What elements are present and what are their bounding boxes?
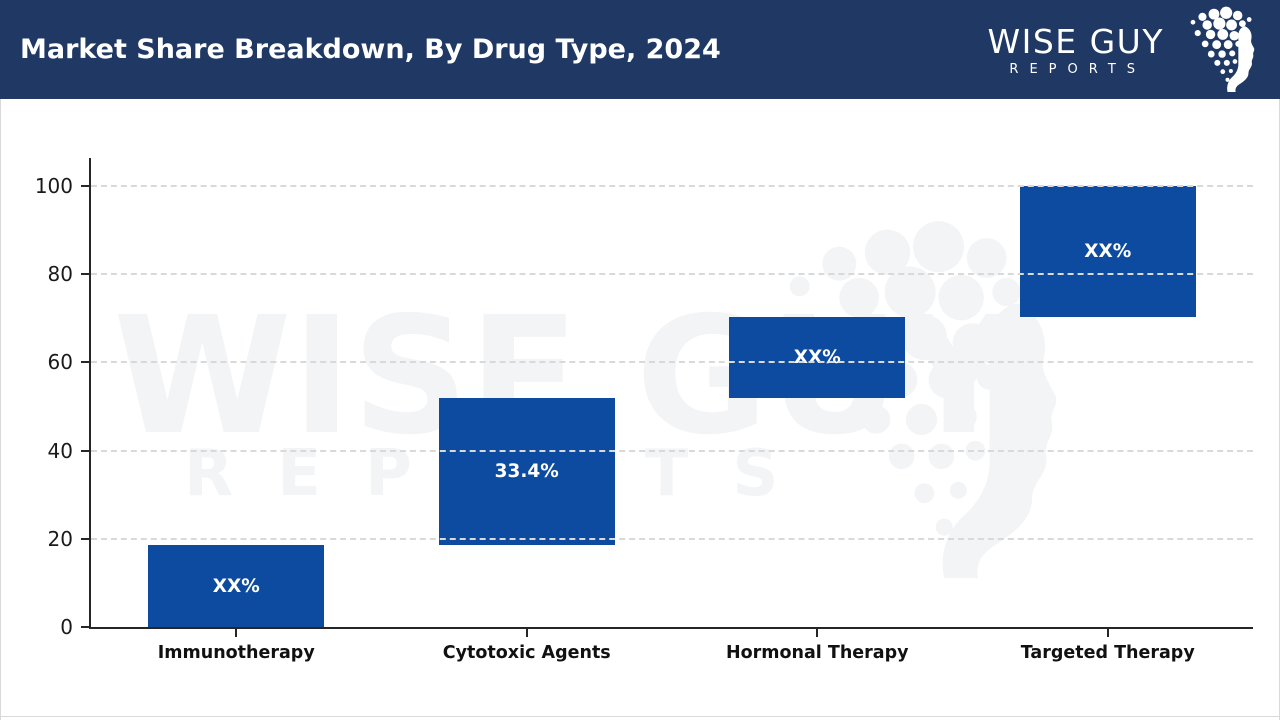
- y-tick-label: 40: [47, 438, 73, 463]
- bar-value-label: 33.4%: [494, 460, 559, 482]
- y-gridline: [91, 361, 1253, 364]
- x-axis-label: Cytotoxic Agents: [442, 643, 611, 663]
- bar: 33.4%: [438, 397, 615, 545]
- plot-area: 0 20 40 60 80 100 XX% Immunotherapy 33.4% Cytotox…: [1, 99, 1280, 720]
- x-axis-label: Targeted Therapy: [1020, 643, 1195, 663]
- page-bottom-border: [0, 716, 1280, 717]
- bar: XX%: [148, 545, 325, 627]
- logo-wordmark: WISE GUY: [987, 22, 1164, 61]
- y-tick: [81, 185, 89, 187]
- x-axis-line: [89, 627, 1253, 629]
- logo-subtext: REPORTS: [1009, 62, 1147, 77]
- y-gridline: [91, 537, 1253, 540]
- y-gridline: [91, 273, 1253, 276]
- x-tick: [816, 629, 819, 637]
- header-banner: Market Share Breakdown, By Drug Type, 20…: [0, 0, 1280, 99]
- y-tick-label: 100: [34, 174, 73, 198]
- y-tick: [81, 626, 89, 628]
- y-tick-label: 0: [60, 615, 73, 639]
- y-gridline: [91, 449, 1253, 452]
- y-tick-label: 60: [47, 350, 73, 375]
- x-axis-label: Immunotherapy: [157, 643, 315, 663]
- y-tick: [81, 449, 89, 452]
- bar-value-label: XX%: [793, 346, 841, 368]
- wiseguy-logo: WISE GUY REPORTS: [987, 6, 1266, 94]
- y-tick-label: 20: [47, 526, 73, 551]
- x-tick: [525, 629, 528, 637]
- x-axis-label: Hormonal Therapy: [725, 643, 909, 663]
- y-tick: [81, 273, 89, 276]
- x-tick: [235, 629, 238, 637]
- y-tick: [81, 537, 89, 540]
- chart-canvas: WISE GUY REPORTS 020406080100XX%Immunoth…: [0, 99, 1280, 720]
- chart-title: Market Share Breakdown, By Drug Type, 20…: [20, 34, 721, 65]
- bar-value-label: XX%: [1084, 240, 1132, 262]
- y-tick: [81, 361, 89, 364]
- bar-value-label: XX%: [212, 575, 260, 597]
- x-tick: [1106, 629, 1109, 637]
- y-gridline: [91, 185, 1253, 187]
- wiseguy-face-dots-icon: [1190, 6, 1255, 92]
- bar: XX%: [1019, 186, 1196, 317]
- y-axis-line: [89, 158, 91, 629]
- bar: XX%: [729, 316, 906, 398]
- y-tick-label: 80: [47, 262, 73, 287]
